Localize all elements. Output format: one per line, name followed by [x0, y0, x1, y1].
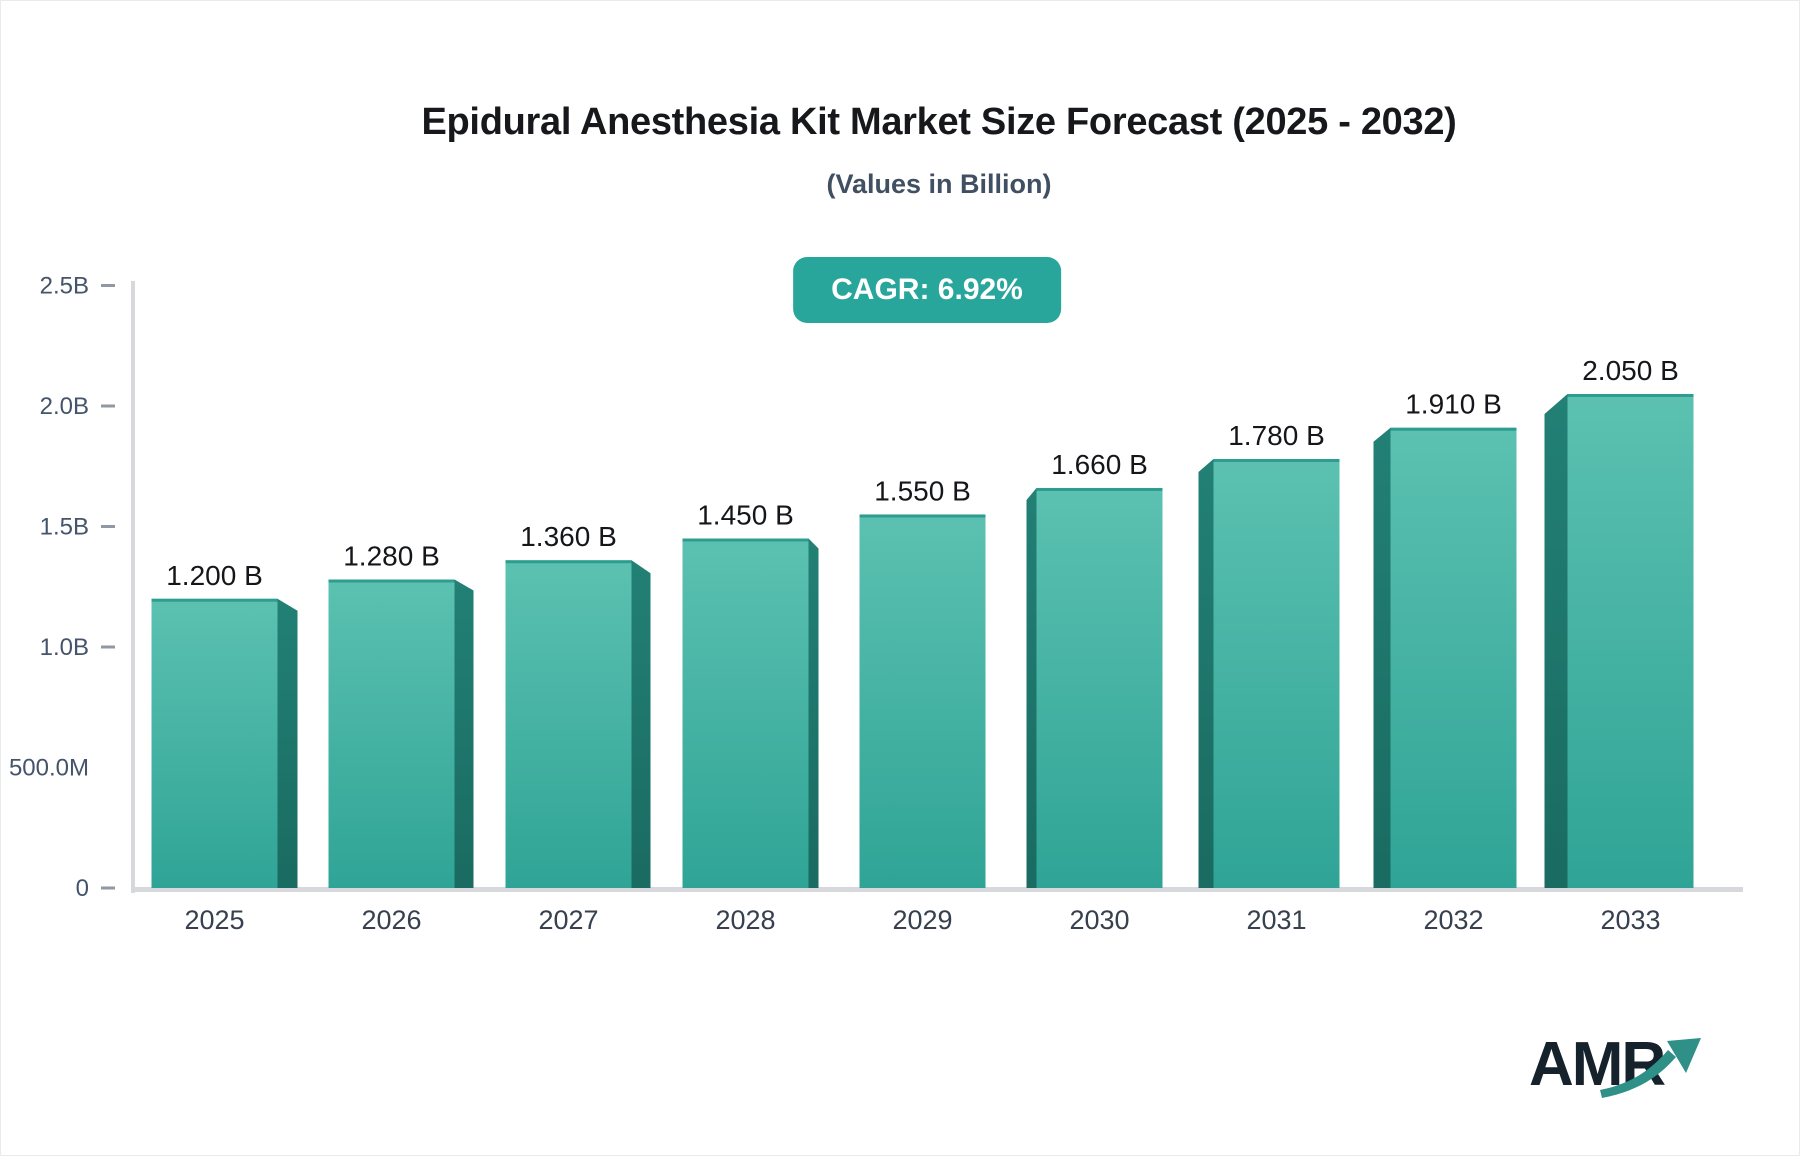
- bar-2031: [1213, 459, 1340, 888]
- bar-value-label: 1.450 B: [697, 500, 794, 531]
- y-tick-label: 1.0B: [40, 634, 89, 661]
- y-tick-label: 2.0B: [40, 393, 89, 420]
- bar-side-2033: [1544, 393, 1568, 888]
- y-tick-label: 2.5B: [40, 273, 89, 300]
- x-tick-label: 2029: [892, 905, 952, 935]
- amr-logo: AMR: [1529, 1030, 1701, 1099]
- x-axis-line: [131, 887, 1743, 892]
- y-tick-label: 1.5B: [40, 514, 89, 541]
- bar-side-2031: [1198, 459, 1214, 888]
- bar-side-2025: [277, 598, 298, 888]
- bar-2033: [1567, 393, 1694, 888]
- chart-subtitle: (Values in Billion): [826, 169, 1052, 199]
- chart-title: Epidural Anesthesia Kit Market Size Fore…: [421, 101, 1457, 143]
- cagr-badge: CAGR: 6.92%: [793, 257, 1061, 323]
- bar-value-label: 2.050 B: [1582, 355, 1679, 386]
- y-axis-line: [131, 281, 135, 893]
- bar-2029: [859, 514, 986, 888]
- bar-value-label: 1.280 B: [343, 541, 440, 572]
- bar-side-2028: [808, 538, 819, 888]
- y-tick-label: 0: [76, 875, 89, 902]
- bar-side-2027: [631, 560, 651, 888]
- x-tick-label: 2032: [1423, 905, 1483, 935]
- bar-value-label: 1.660 B: [1051, 449, 1148, 480]
- bar-value-label: 1.780 B: [1228, 420, 1325, 451]
- bar-2028: [682, 538, 809, 888]
- bar-2032: [1390, 427, 1517, 888]
- bar-2026: [328, 579, 455, 888]
- bar-value-label: 1.550 B: [874, 475, 971, 506]
- bar-2030: [1036, 487, 1163, 888]
- bar-value-label: 1.360 B: [520, 521, 617, 552]
- bar-side-2032: [1373, 427, 1391, 888]
- x-tick-label: 2028: [715, 905, 775, 935]
- growth-arrow-icon: [1600, 1038, 1701, 1098]
- bar-2027: [505, 560, 632, 888]
- y-tick-label: 500.0M: [9, 755, 89, 782]
- bar-value-label: 1.910 B: [1405, 389, 1502, 420]
- x-tick-label: 2027: [538, 905, 598, 935]
- x-tick-label: 2033: [1600, 905, 1660, 935]
- logo-text: AMR: [1529, 1030, 1665, 1099]
- bar-side-2030: [1026, 487, 1037, 888]
- x-tick-label: 2031: [1246, 905, 1306, 935]
- x-tick-label: 2030: [1069, 905, 1129, 935]
- x-tick-label: 2025: [184, 905, 244, 935]
- bar-value-label: 1.200 B: [166, 560, 263, 591]
- bar-2025: [151, 598, 278, 888]
- x-tick-label: 2026: [361, 905, 421, 935]
- bar-side-2026: [454, 579, 474, 888]
